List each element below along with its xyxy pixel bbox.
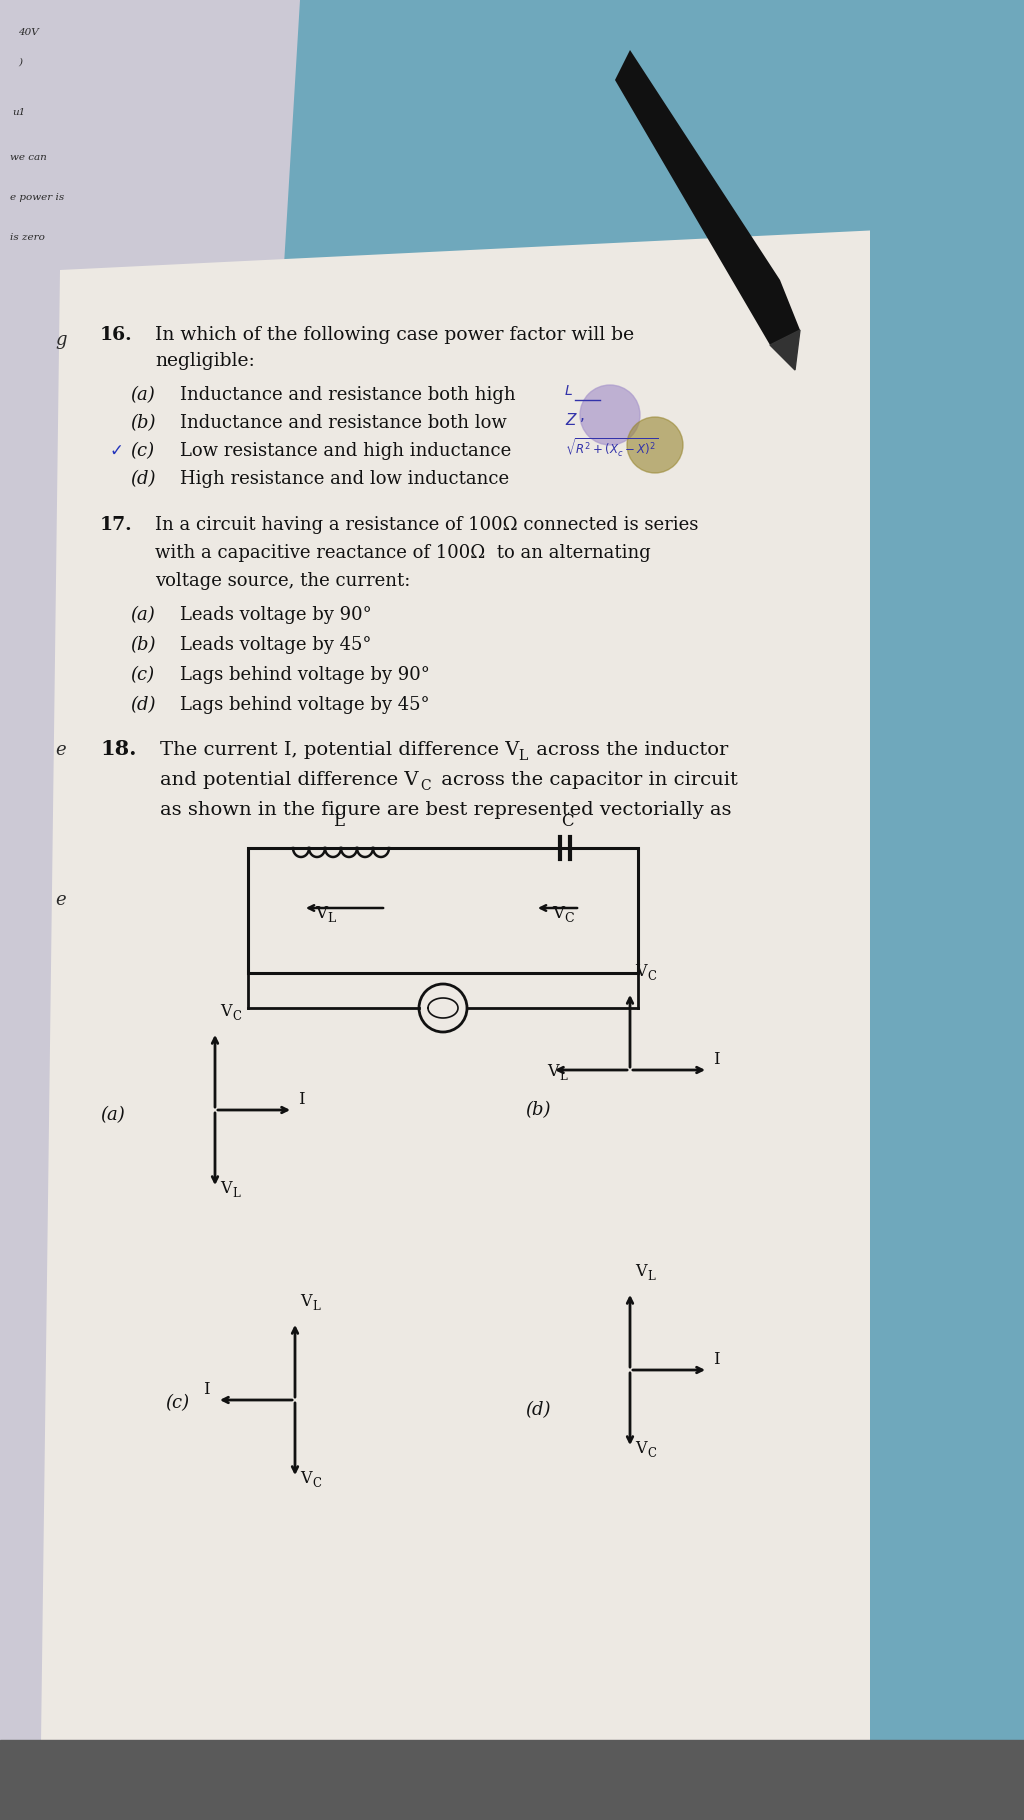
Text: g: g — [55, 331, 67, 349]
Text: C: C — [420, 779, 431, 794]
Text: I: I — [713, 1350, 720, 1369]
Text: e power is: e power is — [10, 193, 65, 202]
Text: (c): (c) — [165, 1394, 189, 1412]
Text: (b): (b) — [130, 635, 156, 653]
Text: In which of the following case power factor will be: In which of the following case power fac… — [155, 326, 634, 344]
Text: 16.: 16. — [100, 326, 133, 344]
Text: V: V — [635, 1263, 646, 1279]
Text: L: L — [647, 1270, 654, 1283]
Text: Leads voltage by 45°: Leads voltage by 45° — [180, 635, 372, 653]
Text: L: L — [327, 912, 335, 925]
Bar — [0, 1740, 1024, 1820]
Text: we can: we can — [10, 153, 47, 162]
Text: ): ) — [18, 58, 22, 67]
Text: e: e — [55, 741, 66, 759]
Polygon shape — [40, 229, 920, 1820]
Text: (a): (a) — [130, 386, 155, 404]
Text: voltage source, the current:: voltage source, the current: — [155, 571, 411, 590]
Text: (b): (b) — [130, 413, 156, 431]
Text: V: V — [220, 1003, 231, 1019]
Text: C: C — [561, 814, 573, 830]
Text: e: e — [55, 892, 66, 908]
Text: C: C — [232, 1010, 241, 1023]
Text: V: V — [635, 963, 646, 979]
Text: (b): (b) — [525, 1101, 551, 1119]
Text: (a): (a) — [130, 606, 155, 624]
Text: and potential difference V: and potential difference V — [160, 772, 419, 790]
Polygon shape — [615, 49, 800, 346]
Text: I: I — [713, 1050, 720, 1068]
Text: (c): (c) — [130, 666, 155, 684]
Text: L: L — [565, 384, 572, 399]
Text: V: V — [315, 905, 327, 923]
Text: V: V — [220, 1179, 231, 1198]
Text: is zero: is zero — [10, 233, 45, 242]
Polygon shape — [870, 0, 1024, 1820]
Text: as shown in the figure are best represented vectorially as: as shown in the figure are best represen… — [160, 801, 731, 819]
Text: C: C — [312, 1478, 321, 1491]
Text: 17.: 17. — [100, 517, 133, 533]
Polygon shape — [770, 329, 800, 369]
Text: u1: u1 — [12, 107, 26, 116]
Text: Z: Z — [565, 413, 575, 428]
Text: ✓: ✓ — [110, 442, 124, 460]
Text: L: L — [333, 814, 344, 830]
Text: The current I, potential difference V: The current I, potential difference V — [160, 741, 519, 759]
Text: negligible:: negligible: — [155, 351, 255, 369]
Text: V: V — [635, 1440, 646, 1458]
Text: I: I — [203, 1381, 210, 1398]
Text: Low resistance and high inductance: Low resistance and high inductance — [180, 442, 511, 460]
Text: (d): (d) — [525, 1401, 551, 1420]
Text: (c): (c) — [130, 442, 155, 460]
Text: V: V — [300, 1292, 311, 1310]
Polygon shape — [0, 0, 300, 1820]
Text: I: I — [298, 1090, 304, 1108]
Text: V: V — [300, 1471, 311, 1487]
Text: L: L — [312, 1299, 319, 1312]
Text: Lags behind voltage by 90°: Lags behind voltage by 90° — [180, 666, 430, 684]
Circle shape — [627, 417, 683, 473]
Text: In a circuit having a resistance of 100Ω connected is series: In a circuit having a resistance of 100Ω… — [155, 517, 698, 533]
Text: with a capacitive reactance of 100Ω  to an alternating: with a capacitive reactance of 100Ω to a… — [155, 544, 650, 562]
Text: (d): (d) — [130, 470, 156, 488]
Text: C: C — [564, 912, 573, 925]
Text: (d): (d) — [130, 695, 156, 713]
Text: Leads voltage by 90°: Leads voltage by 90° — [180, 606, 372, 624]
Text: V: V — [552, 905, 564, 923]
Text: V: V — [547, 1063, 558, 1079]
Text: C: C — [647, 1447, 656, 1460]
Text: across the inductor: across the inductor — [530, 741, 728, 759]
Text: Inductance and resistance both low: Inductance and resistance both low — [180, 413, 507, 431]
Text: Inductance and resistance both high: Inductance and resistance both high — [180, 386, 516, 404]
Text: L: L — [559, 1070, 566, 1083]
Text: L: L — [518, 750, 527, 763]
Text: $\sqrt{R^2+(X_c-X)^2}$: $\sqrt{R^2+(X_c-X)^2}$ — [565, 437, 658, 459]
Text: 18.: 18. — [100, 739, 136, 759]
Text: 40V: 40V — [18, 27, 39, 36]
Text: L: L — [232, 1187, 240, 1199]
Text: ,: , — [580, 408, 585, 422]
Text: across the capacitor in circuit: across the capacitor in circuit — [435, 772, 738, 790]
Text: (a): (a) — [100, 1107, 125, 1125]
Text: Lags behind voltage by 45°: Lags behind voltage by 45° — [180, 695, 430, 713]
Circle shape — [580, 386, 640, 446]
Bar — [248, 848, 638, 974]
Text: High resistance and low inductance: High resistance and low inductance — [180, 470, 509, 488]
Text: C: C — [647, 970, 656, 983]
